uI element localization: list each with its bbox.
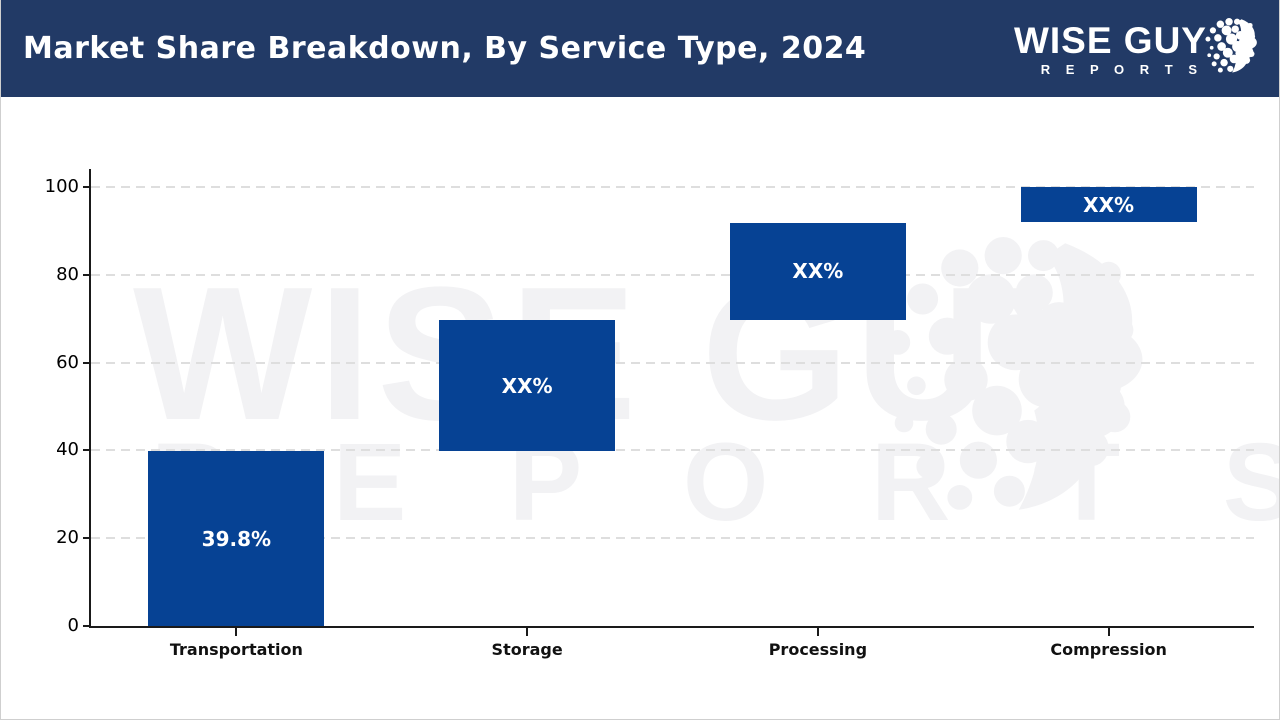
- logo-face-icon: [1205, 18, 1257, 73]
- y-tick-0: [83, 625, 91, 627]
- x-tick-label-transportation: Transportation: [169, 640, 303, 659]
- x-tick-label-processing: Processing: [768, 640, 868, 659]
- y-tick-20: [83, 537, 91, 540]
- x-tick-storage: [526, 628, 529, 636]
- bar-transportation: 39.8%: [148, 451, 325, 626]
- y-tick-label-40: 40: [56, 439, 79, 461]
- gridline-80: [91, 273, 1254, 276]
- y-tick-40: [83, 449, 91, 452]
- y-tick-label-0: 0: [67, 615, 79, 636]
- x-tick-compression: [1107, 628, 1110, 636]
- logo-subtext: R E P O R T S: [1040, 62, 1203, 77]
- x-tick-processing: [816, 628, 819, 636]
- wise-guy-logo: WISE GUY R E P O R T S: [1013, 6, 1265, 92]
- x-tick-transportation: [235, 628, 238, 636]
- y-tick-label-20: 20: [56, 527, 79, 549]
- x-tick-label-storage: Storage: [491, 640, 563, 659]
- bar-value-label: XX%: [792, 259, 844, 284]
- header-bar: Market Share Breakdown, By Service Type,…: [1, 0, 1279, 97]
- x-axis-line: [89, 626, 1254, 628]
- gridline-40: [91, 449, 1254, 452]
- y-tick-80: [83, 273, 91, 276]
- y-axis-line: [89, 169, 91, 628]
- y-tick-60: [83, 361, 91, 364]
- bar-value-label: XX%: [1083, 192, 1135, 217]
- page-title: Market Share Breakdown, By Service Type,…: [23, 31, 867, 66]
- logo-wordmark: WISE GUY: [1013, 20, 1207, 61]
- bar-value-label: 39.8%: [201, 526, 272, 551]
- y-tick-label-100: 100: [44, 176, 79, 197]
- bar-processing: XX%: [729, 222, 906, 321]
- y-tick-100: [83, 186, 91, 188]
- bar-compression: XX%: [1020, 187, 1197, 223]
- bar-storage: XX%: [439, 320, 616, 452]
- chart-area: WISE GUY R E P O R T S 0 20 40 60 80 100 39.8%…: [1, 97, 1279, 719]
- gridline-60: [91, 361, 1254, 364]
- watermark-face-icon: [885, 237, 1143, 510]
- x-tick-label-compression: Compression: [1050, 640, 1167, 659]
- y-tick-label-80: 80: [56, 263, 79, 285]
- y-tick-label-60: 60: [56, 351, 79, 373]
- gridline-100: [91, 186, 1254, 188]
- gridline-20: [91, 537, 1254, 540]
- bar-value-label: XX%: [501, 373, 553, 398]
